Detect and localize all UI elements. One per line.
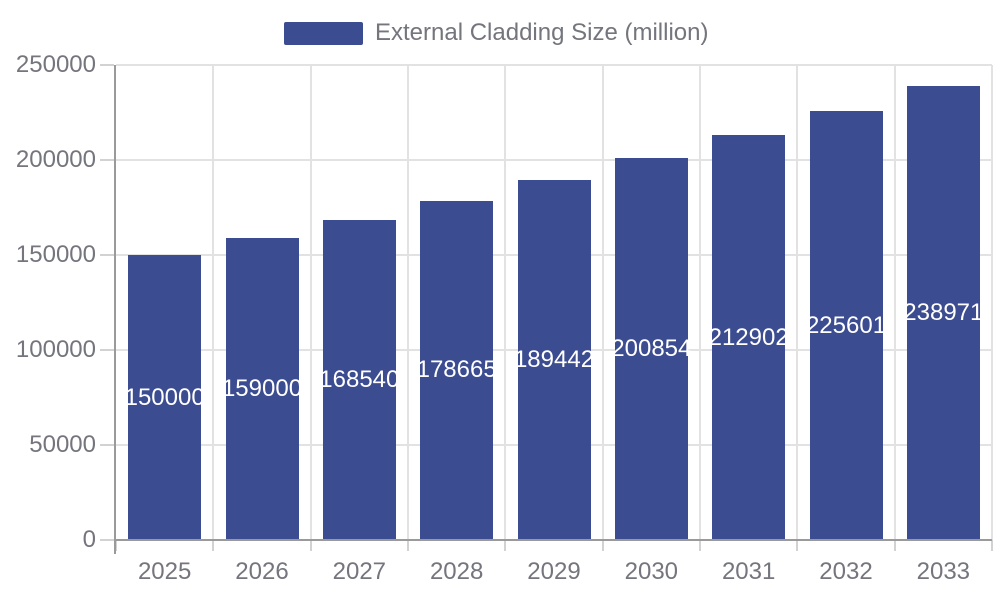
y-axis-line — [114, 65, 116, 554]
bar[interactable]: 200854 — [611, 158, 691, 540]
legend-swatch — [284, 21, 363, 45]
x-tick-label: 2027 — [332, 558, 387, 585]
x-axis-tick — [893, 540, 896, 551]
x-tick-label: 2031 — [721, 558, 776, 585]
legend-label: External Cladding Size (million) — [375, 19, 709, 46]
bar[interactable]: 159000 — [222, 237, 302, 540]
bar-value-label: 225601 — [805, 311, 887, 339]
x-axis-tick — [504, 540, 507, 551]
bar[interactable]: 212902 — [709, 135, 789, 540]
y-axis-tick — [100, 159, 114, 161]
bar-value-label: 189442 — [513, 346, 595, 374]
x-axis-tick — [796, 540, 799, 551]
x-axis-tick — [991, 540, 993, 551]
y-axis-tick — [100, 349, 114, 351]
y-tick-label: 250000 — [15, 51, 96, 78]
bar[interactable]: 178665 — [417, 200, 497, 540]
gridline-vertical — [212, 65, 215, 540]
bar-value-label: 200854 — [611, 335, 692, 363]
x-axis-tick — [699, 540, 701, 551]
gridline-vertical — [407, 65, 409, 540]
gridline-vertical — [796, 65, 799, 540]
x-axis-tick — [601, 540, 604, 551]
gridline-vertical — [601, 65, 604, 540]
y-tick-label: 150000 — [15, 241, 96, 268]
bar[interactable]: 168540 — [319, 219, 399, 540]
plot-area: 150000 159000 168540 178665 189442 200854 2129… — [108, 64, 993, 554]
bar[interactable]: 225601 — [806, 111, 886, 540]
bar-value-label: 150000 — [124, 383, 205, 411]
bar[interactable]: 189442 — [514, 180, 594, 540]
gridline-horizontal — [116, 159, 992, 161]
y-tick-label: 0 — [82, 526, 96, 553]
x-tick-label: 2026 — [235, 558, 289, 585]
bar-value-label: 178665 — [416, 356, 497, 384]
x-axis-line — [108, 539, 992, 541]
gridline-vertical — [309, 65, 312, 540]
x-axis-tick — [115, 540, 117, 551]
y-axis-tick — [100, 64, 114, 66]
bar-value-label: 159000 — [221, 374, 303, 402]
x-axis-tick — [212, 540, 215, 551]
gridline-vertical — [893, 65, 896, 540]
x-tick-label: 2033 — [916, 558, 971, 585]
x-tick-label: 2030 — [624, 558, 679, 585]
bar-value-label: 212902 — [708, 323, 789, 351]
y-axis-tick — [100, 539, 114, 541]
bar-value-label: 238971 — [903, 298, 984, 326]
gridline-vertical — [699, 65, 701, 540]
legend[interactable]: External Cladding Size (million) — [284, 19, 708, 47]
x-axis-tick — [309, 540, 312, 551]
bar-value-label: 168540 — [319, 365, 400, 393]
bar[interactable]: 238971 — [903, 85, 983, 540]
y-axis-tick — [100, 444, 114, 446]
y-tick-label: 50000 — [29, 431, 96, 458]
gridline-vertical — [991, 65, 993, 540]
x-tick-label: 2025 — [137, 558, 192, 585]
x-tick-label: 2032 — [819, 558, 873, 585]
x-tick-label: 2028 — [429, 558, 484, 585]
y-tick-label: 200000 — [15, 146, 96, 173]
x-tick-label: 2029 — [527, 558, 581, 585]
x-axis-tick — [407, 540, 409, 551]
y-axis-tick — [100, 254, 114, 256]
y-tick-label: 100000 — [15, 336, 96, 363]
gridline-vertical — [504, 65, 507, 540]
gridline-horizontal — [116, 64, 992, 66]
bar[interactable]: 150000 — [125, 255, 205, 540]
